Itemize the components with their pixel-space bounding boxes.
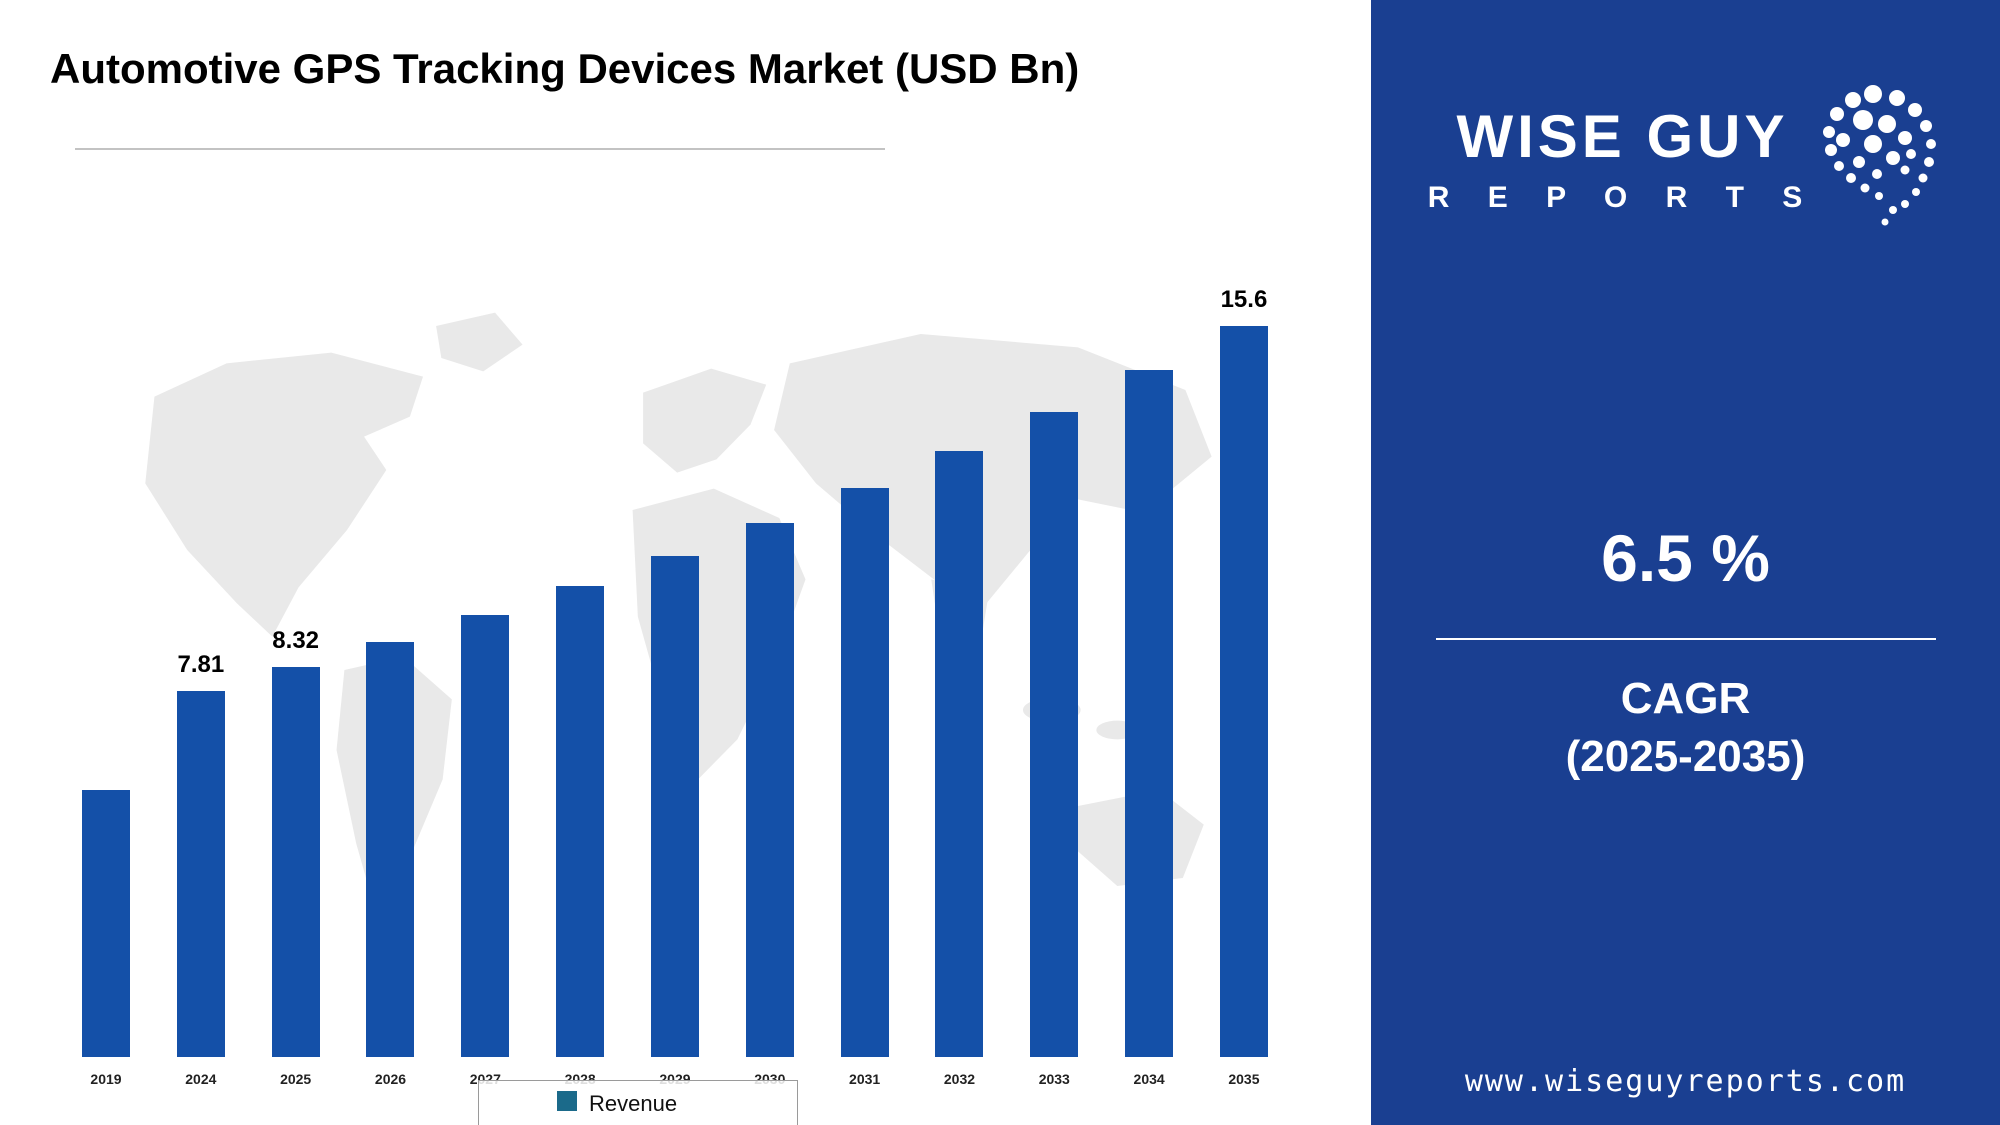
legend-label: Revenue <box>589 1091 678 1116</box>
logo-wordmark: WISE GUY <box>1456 103 1789 170</box>
bar-2025 <box>271 667 320 1057</box>
bar-column: 2034 <box>1125 300 1174 1087</box>
logo-subtitle: R E P O R T S <box>1427 181 1818 214</box>
bar-2029 <box>650 556 699 1057</box>
bar-2035 <box>1219 326 1268 1057</box>
website-url: www.wiseguyreports.com <box>1464 1064 1907 1099</box>
bar-2028 <box>556 586 605 1057</box>
bar-column: 2031 <box>840 300 889 1087</box>
bar-column: 2028 <box>556 300 605 1087</box>
bar-2032 <box>935 451 984 1057</box>
logo: WISE GUY R E P O R T S <box>1371 80 2000 230</box>
bar-column: 2019 <box>82 300 130 1087</box>
bar-2019 <box>82 790 130 1057</box>
legend-swatch <box>557 1091 577 1111</box>
bar-2031 <box>840 488 889 1057</box>
bar-column: 8.32 2025 <box>271 300 320 1087</box>
bar-2024 <box>176 691 225 1057</box>
bar-column: 7.81 2024 <box>176 300 225 1087</box>
x-axis-label: 2032 <box>943 1071 976 1087</box>
chart-panel: Automotive GPS Tracking Devices Market (… <box>50 45 1268 1125</box>
chart-title: Automotive GPS Tracking Devices Market (… <box>50 45 1080 92</box>
x-axis-label: 2024 <box>185 1071 217 1087</box>
x-axis-label: 2033 <box>1038 1071 1070 1087</box>
cagr-label: CAGR <box>1620 674 1751 723</box>
bar-column: 2033 <box>1030 300 1079 1087</box>
bar-chart: 2019 7.81 2024 8.32 2025 2026 2027 2028 2029 2030… <box>82 286 1268 1087</box>
x-axis-label: 2031 <box>849 1071 881 1087</box>
cagr-divider <box>1435 638 1936 640</box>
bar-2026 <box>366 642 415 1057</box>
bar-column: 15.6 2035 <box>1219 286 1268 1087</box>
x-axis-label: 2035 <box>1228 1071 1260 1087</box>
bar-value-label: 7.81 <box>177 651 225 678</box>
bar-2030 <box>745 523 794 1057</box>
cagr-value: 6.5 % <box>1601 521 1770 595</box>
bar-2027 <box>461 615 510 1057</box>
x-axis-label: 2034 <box>1133 1071 1165 1087</box>
logo-head-dots-icon <box>1823 85 1937 226</box>
bar-2034 <box>1125 370 1174 1057</box>
x-axis-label: 2019 <box>90 1071 122 1087</box>
logo-text: WISE GUY R E P O R T S <box>1428 102 1818 215</box>
x-axis-label: 2026 <box>374 1071 407 1087</box>
sidebar: WISE GUY R E P O R T S 6.5 <box>1371 0 2000 1125</box>
cagr-period: (2025-2035) <box>1565 732 1806 781</box>
cagr-block: 6.5 % CAGR (2025-2035) <box>1371 520 2000 782</box>
bar-column: 2029 <box>650 300 699 1087</box>
legend: Revenue <box>478 1080 798 1125</box>
bar-2033 <box>1030 412 1079 1057</box>
bar-column: 2027 <box>461 300 510 1087</box>
bar-column: 2032 <box>935 300 984 1087</box>
title-underline <box>75 148 885 150</box>
bar-value-label: 15.6 <box>1220 286 1268 313</box>
x-axis-label: 2025 <box>280 1071 312 1087</box>
bar-column: 2030 <box>745 300 794 1087</box>
bar-column: 2026 <box>366 300 415 1087</box>
bar-value-label: 8.32 <box>272 627 320 654</box>
